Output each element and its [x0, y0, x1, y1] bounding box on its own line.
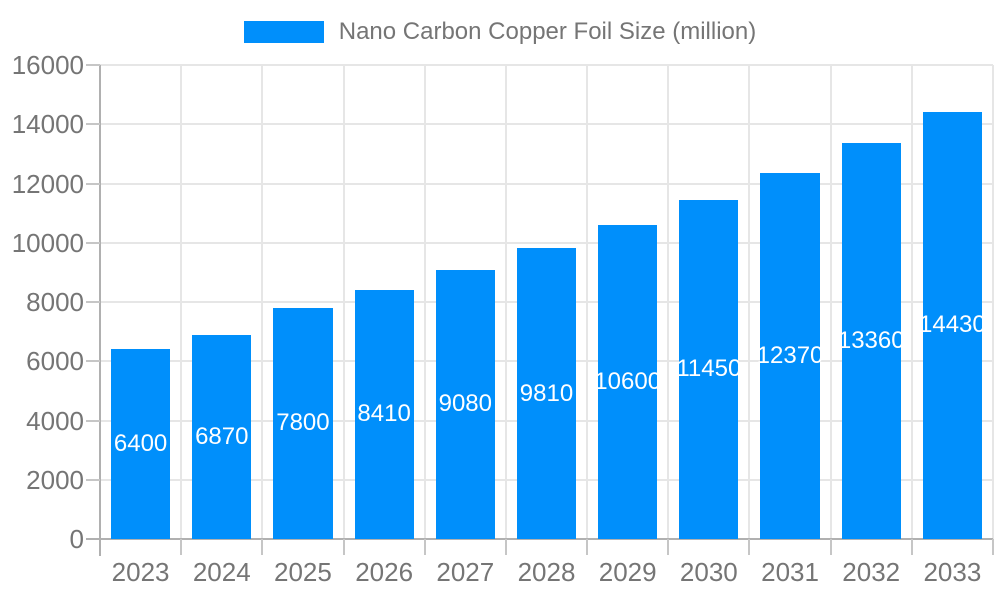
- y-gridline: [100, 241, 993, 244]
- y-gridline: [100, 123, 993, 126]
- bar-value-label: 9080: [438, 390, 492, 418]
- legend-swatch: [243, 21, 324, 43]
- x-gridline: [342, 65, 345, 539]
- x-axis-label: 2031: [761, 557, 819, 587]
- x-axis-label: 2027: [436, 557, 495, 587]
- bar[interactable]: 13360: [838, 143, 905, 539]
- y-axis-label: 12000: [11, 168, 84, 199]
- x-tick: [586, 539, 589, 555]
- y-axis-label: 10000: [11, 227, 84, 258]
- bar[interactable]: 9810: [516, 248, 577, 539]
- x-tick: [910, 539, 913, 555]
- x-axis-label: 2025: [274, 557, 332, 587]
- bar-value-label: 12370: [756, 341, 824, 369]
- y-tick: [86, 182, 100, 185]
- x-gridline: [423, 65, 426, 539]
- x-gridline: [829, 65, 832, 539]
- x-gridline: [667, 65, 670, 539]
- x-tick: [423, 539, 426, 555]
- x-gridline: [910, 65, 913, 539]
- x-gridline: [748, 65, 751, 539]
- y-axis-label: 4000: [26, 405, 84, 436]
- x-tick: [748, 539, 751, 555]
- x-axis-label: 2032: [842, 557, 901, 587]
- x-tick: [180, 539, 183, 555]
- x-gridline: [261, 65, 264, 539]
- x-axis-label: 2028: [517, 557, 576, 587]
- y-gridline: [100, 64, 993, 66]
- x-axis-label: 2030: [679, 557, 738, 587]
- y-tick: [86, 64, 100, 66]
- legend-label: Nano Carbon Copper Foil Size (million): [338, 18, 757, 45]
- x-tick: [261, 539, 264, 555]
- bar[interactable]: 11450: [676, 199, 742, 539]
- y-tick: [86, 301, 100, 303]
- y-tick: [86, 419, 100, 422]
- x-gridline: [992, 65, 994, 539]
- bar[interactable]: 10600: [594, 224, 661, 539]
- bar[interactable]: 14430: [919, 111, 986, 539]
- x-tick: [829, 539, 832, 555]
- bar-value-label: 9810: [519, 379, 574, 407]
- bar[interactable]: 9080: [435, 270, 495, 539]
- bar-value-label: 14430: [919, 311, 986, 339]
- legend[interactable]: Nano Carbon Copper Foil Size (million): [0, 18, 1000, 45]
- y-axis-label: 14000: [11, 109, 84, 140]
- y-tick: [86, 241, 100, 244]
- y-axis-line: [99, 65, 101, 556]
- x-gridline: [504, 65, 507, 539]
- bar[interactable]: 7800: [273, 307, 333, 539]
- bar-value-label: 7800: [276, 409, 330, 437]
- bar[interactable]: 12370: [757, 172, 823, 539]
- bar[interactable]: 6870: [192, 335, 252, 539]
- bar-value-label: 13360: [837, 327, 905, 355]
- x-tick: [504, 539, 507, 555]
- x-tick: [342, 539, 345, 555]
- y-tick: [86, 478, 100, 481]
- x-tick: [667, 539, 670, 555]
- bar-value-label: 11450: [676, 355, 742, 383]
- bar[interactable]: 6400: [110, 349, 171, 539]
- x-gridline: [586, 65, 589, 539]
- y-axis-label: 0: [69, 524, 84, 554]
- bar-value-label: 6400: [113, 430, 168, 458]
- x-axis-label: 2026: [355, 557, 414, 587]
- y-axis-label: 16000: [11, 50, 84, 80]
- y-axis-label: 8000: [26, 287, 84, 317]
- bar-value-label: 6870: [195, 423, 249, 451]
- y-tick: [86, 123, 100, 126]
- x-axis-label: 2029: [598, 557, 657, 587]
- y-gridline: [100, 182, 993, 185]
- x-tick: [992, 539, 994, 555]
- x-axis-label: 2024: [192, 557, 251, 587]
- bar[interactable]: 8410: [354, 289, 414, 539]
- bar-value-label: 10600: [594, 367, 662, 395]
- x-gridline: [180, 65, 183, 539]
- x-axis-label: 2023: [111, 557, 170, 587]
- x-axis-label: 2033: [923, 557, 982, 587]
- y-tick: [86, 360, 100, 363]
- y-axis-label: 6000: [26, 346, 84, 377]
- y-axis-label: 2000: [26, 464, 84, 495]
- x-axis-line: [86, 538, 993, 540]
- bar-value-label: 8410: [357, 400, 411, 428]
